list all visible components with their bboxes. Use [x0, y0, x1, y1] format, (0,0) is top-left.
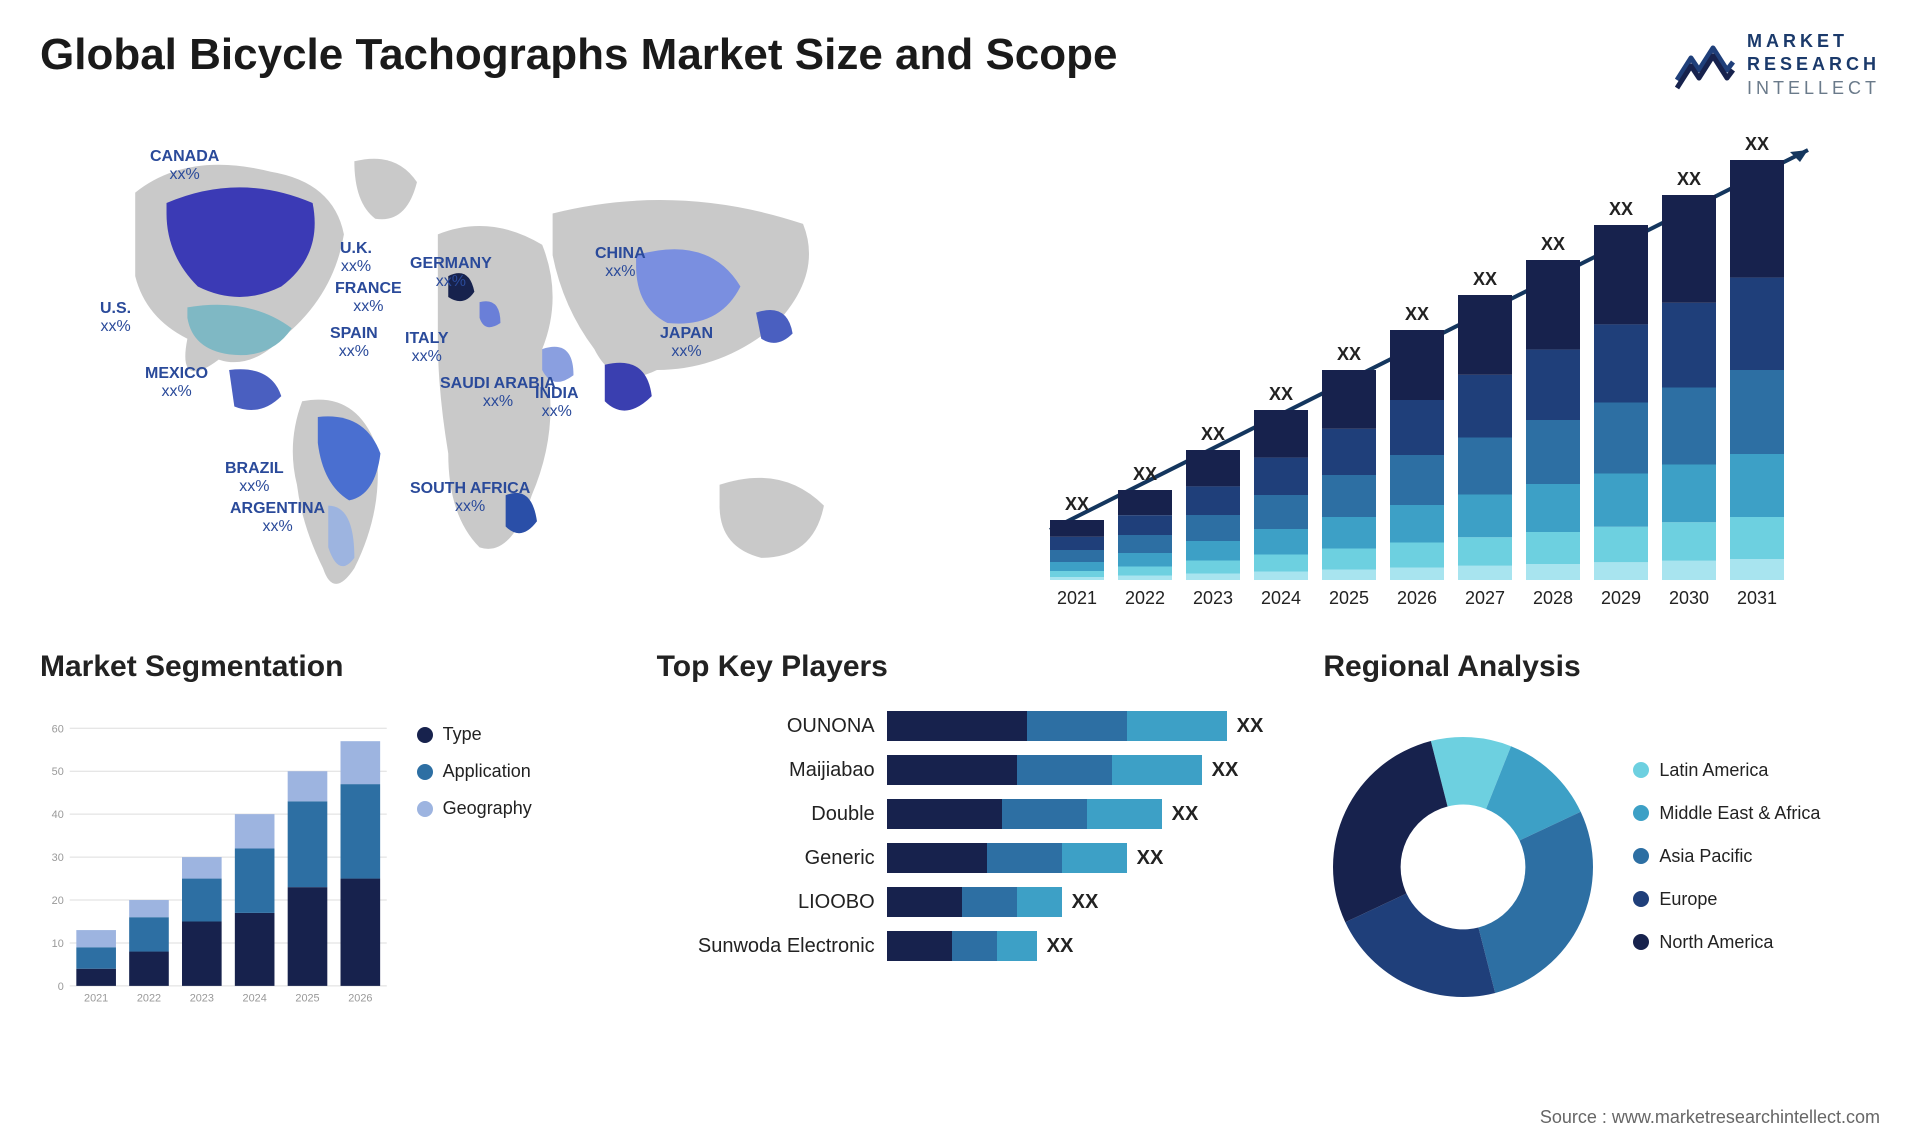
- map-label-south-africa: SOUTH AFRICAxx%: [410, 480, 530, 515]
- svg-text:40: 40: [52, 809, 64, 821]
- svg-text:2021: 2021: [84, 993, 108, 1005]
- source-text: Source : www.marketresearchintellect.com: [1540, 1107, 1880, 1128]
- svg-text:XX: XX: [1133, 464, 1157, 484]
- regional-legend-item: Middle East & Africa: [1633, 803, 1820, 824]
- players-names: OUNONAMaijiabaoDoubleGenericLIOOBOSunwod…: [657, 704, 887, 1030]
- player-row: XX: [887, 924, 1264, 968]
- page-title: Global Bicycle Tachographs Market Size a…: [40, 30, 1118, 80]
- svg-text:2031: 2031: [1737, 588, 1777, 608]
- regional-panel: Regional Analysis Latin America Middle Ea…: [1323, 650, 1880, 1030]
- svg-text:XX: XX: [1677, 169, 1701, 189]
- logo-line1: MARKET: [1747, 30, 1880, 53]
- map-label-argentina: ARGENTINAxx%: [230, 500, 325, 535]
- svg-text:XX: XX: [1473, 269, 1497, 289]
- map-label-u-k-: U.K.xx%: [340, 240, 372, 275]
- world-map-panel: CANADAxx% U.S.xx% MEXICOxx% BRAZILxx% ARGENT…: [40, 130, 940, 610]
- svg-text:2029: 2029: [1601, 588, 1641, 608]
- player-value: XX: [1072, 891, 1099, 914]
- players-title: Top Key Players: [657, 650, 1264, 684]
- svg-text:2026: 2026: [1397, 588, 1437, 608]
- svg-text:XX: XX: [1609, 199, 1633, 219]
- svg-text:2030: 2030: [1669, 588, 1709, 608]
- map-label-brazil: BRAZILxx%: [225, 460, 284, 495]
- player-name: Generic: [657, 836, 875, 880]
- player-value: XX: [1212, 759, 1239, 782]
- svg-text:XX: XX: [1065, 494, 1089, 514]
- segmentation-panel: Market Segmentation 0 10 20 30 40 50 60 2021 202…: [40, 650, 597, 1030]
- seg-legend-type: Type: [417, 724, 597, 745]
- player-row: XX: [887, 704, 1264, 748]
- regional-legend: Latin America Middle East & Africa Asia Pa…: [1633, 760, 1820, 975]
- map-label-italy: ITALYxx%: [405, 330, 449, 365]
- svg-text:XX: XX: [1745, 134, 1769, 154]
- player-row: XX: [887, 792, 1264, 836]
- regional-legend-item: Asia Pacific: [1633, 846, 1820, 867]
- map-label-china: CHINAxx%: [595, 245, 646, 280]
- player-name: Double: [657, 792, 875, 836]
- player-name: Maijiabao: [657, 748, 875, 792]
- seg-legend-geography: Geography: [417, 798, 597, 819]
- svg-text:50: 50: [52, 766, 64, 778]
- svg-text:2023: 2023: [1193, 588, 1233, 608]
- player-value: XX: [1237, 715, 1264, 738]
- svg-text:0: 0: [58, 981, 64, 993]
- map-label-u-s-: U.S.xx%: [100, 300, 131, 335]
- svg-text:XX: XX: [1405, 304, 1429, 324]
- logo-icon: [1675, 40, 1735, 90]
- svg-text:10: 10: [52, 938, 64, 950]
- player-row: XX: [887, 748, 1264, 792]
- players-panel: Top Key Players OUNONAMaijiabaoDoubleGen…: [657, 650, 1264, 1030]
- svg-text:2023: 2023: [190, 993, 214, 1005]
- svg-text:2026: 2026: [348, 993, 372, 1005]
- segmentation-legend: Type Application Geography: [417, 704, 597, 1030]
- map-label-germany: GERMANYxx%: [410, 255, 492, 290]
- svg-text:XX: XX: [1269, 384, 1293, 404]
- map-label-spain: SPAINxx%: [330, 325, 378, 360]
- svg-text:2022: 2022: [1125, 588, 1165, 608]
- player-name: OUNONA: [657, 704, 875, 748]
- regional-legend-item: North America: [1633, 932, 1820, 953]
- svg-text:2021: 2021: [1057, 588, 1097, 608]
- map-label-france: FRANCExx%: [335, 280, 402, 315]
- svg-text:2025: 2025: [1329, 588, 1369, 608]
- svg-text:60: 60: [52, 723, 64, 735]
- logo-line3: INTELLECT: [1747, 77, 1880, 100]
- map-label-japan: JAPANxx%: [660, 325, 713, 360]
- svg-text:2028: 2028: [1533, 588, 1573, 608]
- svg-text:2027: 2027: [1465, 588, 1505, 608]
- regional-donut: [1323, 727, 1603, 1007]
- map-label-india: INDIAxx%: [535, 385, 579, 420]
- svg-text:2024: 2024: [243, 993, 267, 1005]
- svg-text:20: 20: [52, 895, 64, 907]
- svg-text:XX: XX: [1541, 234, 1565, 254]
- map-label-canada: CANADAxx%: [150, 148, 219, 183]
- brand-logo: MARKET RESEARCH INTELLECT: [1675, 30, 1880, 100]
- svg-text:30: 30: [52, 852, 64, 864]
- player-name: Sunwoda Electronic: [657, 924, 875, 968]
- player-name: LIOOBO: [657, 880, 875, 924]
- player-row: XX: [887, 880, 1264, 924]
- svg-text:2025: 2025: [295, 993, 319, 1005]
- logo-line2: RESEARCH: [1747, 53, 1880, 76]
- regional-legend-item: Europe: [1633, 889, 1820, 910]
- segmentation-title: Market Segmentation: [40, 650, 597, 684]
- svg-text:2022: 2022: [137, 993, 161, 1005]
- player-row: XX: [887, 836, 1264, 880]
- growth-chart: XX 2021 XX 2022 XX 2023 XX 2024 XX 2025 XX 2026 XX 20…: [980, 130, 1880, 610]
- regional-title: Regional Analysis: [1323, 650, 1880, 684]
- svg-text:XX: XX: [1337, 344, 1361, 364]
- regional-legend-item: Latin America: [1633, 760, 1820, 781]
- seg-legend-application: Application: [417, 761, 597, 782]
- svg-text:2024: 2024: [1261, 588, 1301, 608]
- svg-text:XX: XX: [1201, 424, 1225, 444]
- player-value: XX: [1047, 935, 1074, 958]
- player-value: XX: [1172, 803, 1199, 826]
- player-value: XX: [1137, 847, 1164, 870]
- segmentation-chart: 0 10 20 30 40 50 60 2021 2022 2023 2024 2025 2026: [40, 704, 397, 1030]
- players-bars: XX XX XX XX XX XX: [887, 704, 1264, 1030]
- map-label-mexico: MEXICOxx%: [145, 365, 208, 400]
